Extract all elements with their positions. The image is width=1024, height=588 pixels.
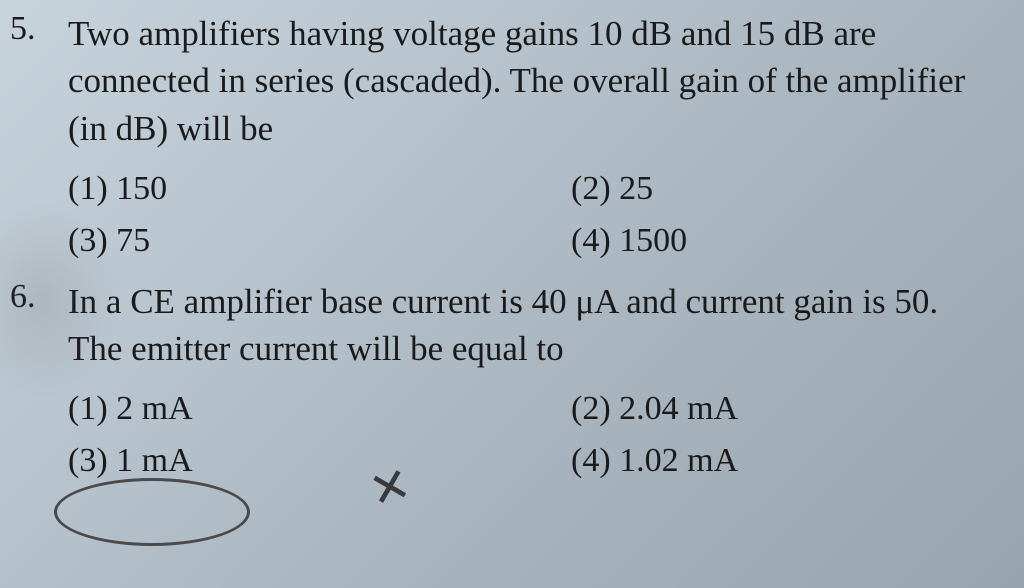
question-text: Two amplifiers having voltage gains 10 d… — [68, 10, 994, 152]
options-grid: (1) 2 mA (2) 2.04 mA (3) 1 mA (4) 1.02 m… — [68, 390, 994, 480]
question-text: In a CE amplifier base current is 40 μA … — [68, 278, 994, 373]
option-4: (4) 1500 — [571, 222, 994, 260]
option-1: (1) 150 — [68, 170, 491, 208]
option-1: (1) 2 mA — [68, 390, 491, 428]
options-grid: (1) 150 (2) 25 (3) 75 (4) 1500 — [68, 170, 994, 260]
option-4: (4) 1.02 mA — [571, 442, 994, 480]
question-number: 6. — [10, 278, 50, 481]
question-body: In a CE amplifier base current is 40 μA … — [68, 278, 994, 481]
page-container: 5. Two amplifiers having voltage gains 1… — [0, 0, 1024, 498]
option-3: (3) 75 — [68, 222, 491, 260]
option-2: (2) 25 — [571, 170, 994, 208]
question-6: 6. In a CE amplifier base current is 40 … — [10, 278, 994, 481]
option-3: (3) 1 mA — [68, 442, 491, 480]
question-number: 5. — [10, 10, 50, 260]
question-5: 5. Two amplifiers having voltage gains 1… — [10, 10, 994, 260]
option-2: (2) 2.04 mA — [571, 390, 994, 428]
question-body: Two amplifiers having voltage gains 10 d… — [68, 10, 994, 260]
